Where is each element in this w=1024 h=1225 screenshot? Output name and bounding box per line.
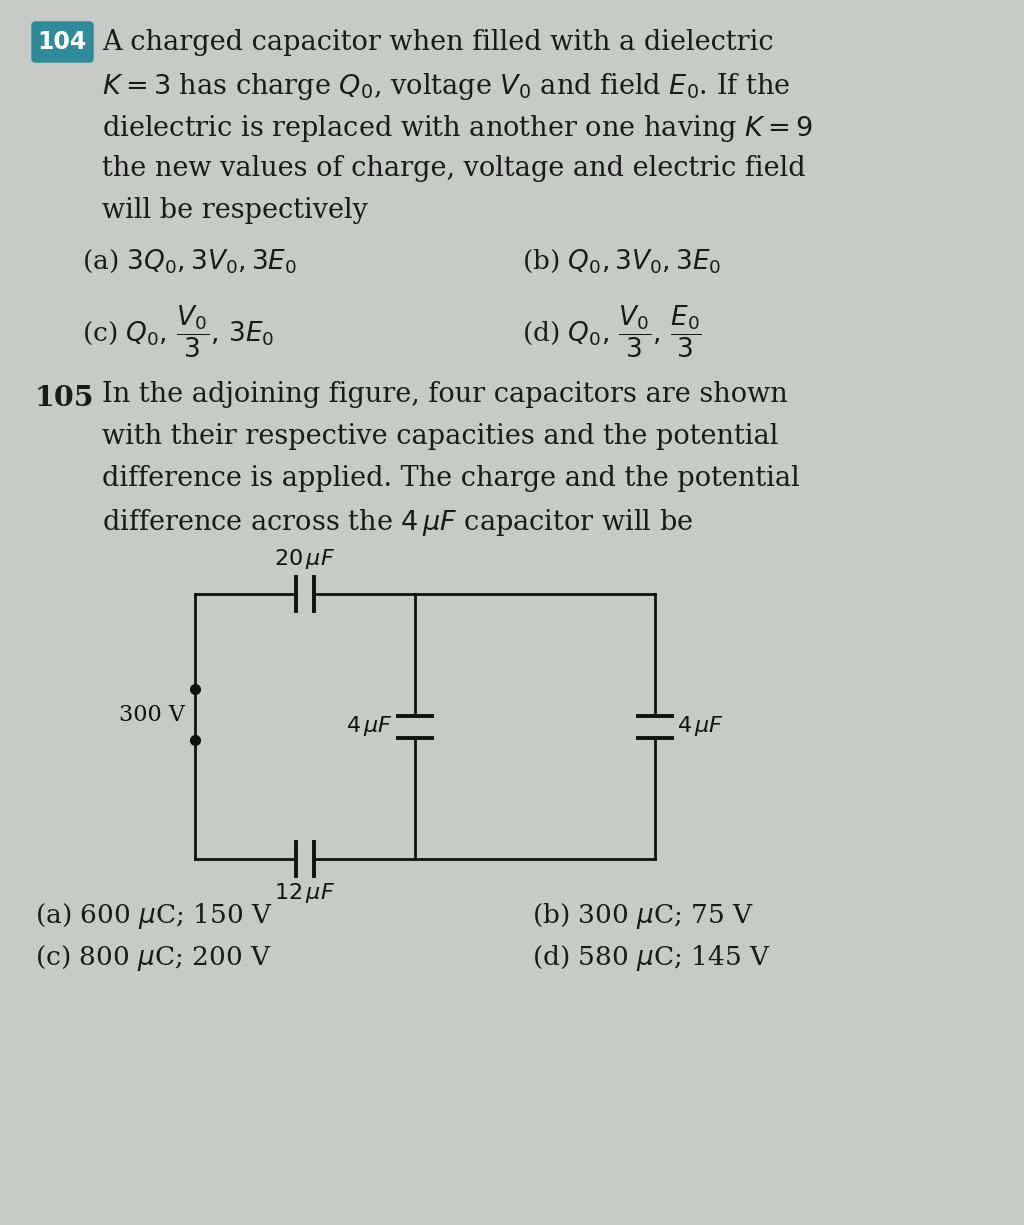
Text: (a) $3Q_0, 3V_0, 3E_0$: (a) $3Q_0, 3V_0, 3E_0$	[82, 247, 297, 274]
Text: $K = 3$ has charge $Q_0$, voltage $V_0$ and field $E_0$. If the: $K = 3$ has charge $Q_0$, voltage $V_0$ …	[102, 71, 791, 102]
Text: 300 V: 300 V	[119, 703, 185, 725]
Text: $4\,\mu F$: $4\,\mu F$	[677, 714, 724, 739]
Text: $4\,\mu F$: $4\,\mu F$	[346, 714, 393, 739]
Text: A charged capacitor when filled with a dielectric: A charged capacitor when filled with a d…	[102, 29, 773, 56]
Text: $12\,\mu F$: $12\,\mu F$	[274, 881, 336, 905]
Text: dielectric is replaced with another one having $K = 9$: dielectric is replaced with another one …	[102, 113, 813, 145]
Text: (c) 800 $\mu$C; 200 V: (c) 800 $\mu$C; 200 V	[35, 943, 271, 973]
Text: $20\,\mu F$: $20\,\mu F$	[274, 548, 336, 571]
Text: (b) $Q_0, 3V_0, 3E_0$: (b) $Q_0, 3V_0, 3E_0$	[522, 247, 722, 274]
Text: 104: 104	[38, 29, 87, 54]
Text: (b) 300 $\mu$C; 75 V: (b) 300 $\mu$C; 75 V	[532, 902, 754, 931]
FancyBboxPatch shape	[32, 22, 93, 62]
Text: the new values of charge, voltage and electric field: the new values of charge, voltage and el…	[102, 156, 806, 183]
Text: (d) 580 $\mu$C; 145 V: (d) 580 $\mu$C; 145 V	[532, 943, 771, 973]
Text: difference is applied. The charge and the potential: difference is applied. The charge and th…	[102, 466, 800, 492]
Text: In the adjoining figure, four capacitors are shown: In the adjoining figure, four capacitors…	[102, 381, 787, 408]
Text: with their respective capacities and the potential: with their respective capacities and the…	[102, 423, 778, 450]
Text: will be respectively: will be respectively	[102, 197, 368, 224]
Text: (c) $Q_0,\,\dfrac{V_0}{3},\,3E_0$: (c) $Q_0,\,\dfrac{V_0}{3},\,3E_0$	[82, 303, 274, 360]
Text: (d) $Q_0,\,\dfrac{V_0}{3},\,\dfrac{E_0}{3}$: (d) $Q_0,\,\dfrac{V_0}{3},\,\dfrac{E_0}{…	[522, 303, 701, 360]
Text: 105: 105	[35, 385, 94, 412]
Text: (a) 600 $\mu$C; 150 V: (a) 600 $\mu$C; 150 V	[35, 902, 272, 931]
Text: difference across the $4\,\mu F$ capacitor will be: difference across the $4\,\mu F$ capacit…	[102, 507, 693, 538]
